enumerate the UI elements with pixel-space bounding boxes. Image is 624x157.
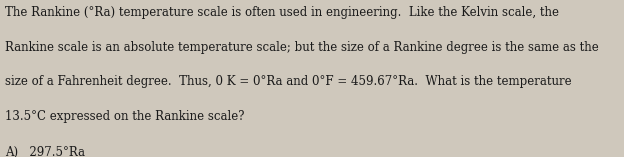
Text: size of a Fahrenheit degree.  Thus, 0 K = 0°Ra and 0°F = 459.67°Ra.  What is the: size of a Fahrenheit degree. Thus, 0 K =…	[5, 75, 572, 88]
Text: The Rankine (°Ra) temperature scale is often used in engineering.  Like the Kelv: The Rankine (°Ra) temperature scale is o…	[5, 6, 559, 19]
Text: A)   297.5°Ra: A) 297.5°Ra	[5, 146, 85, 157]
Text: 13.5°C expressed on the Rankine scale?: 13.5°C expressed on the Rankine scale?	[5, 110, 245, 123]
Text: Rankine scale is an absolute temperature scale; but the size of a Rankine degree: Rankine scale is an absolute temperature…	[5, 41, 599, 54]
